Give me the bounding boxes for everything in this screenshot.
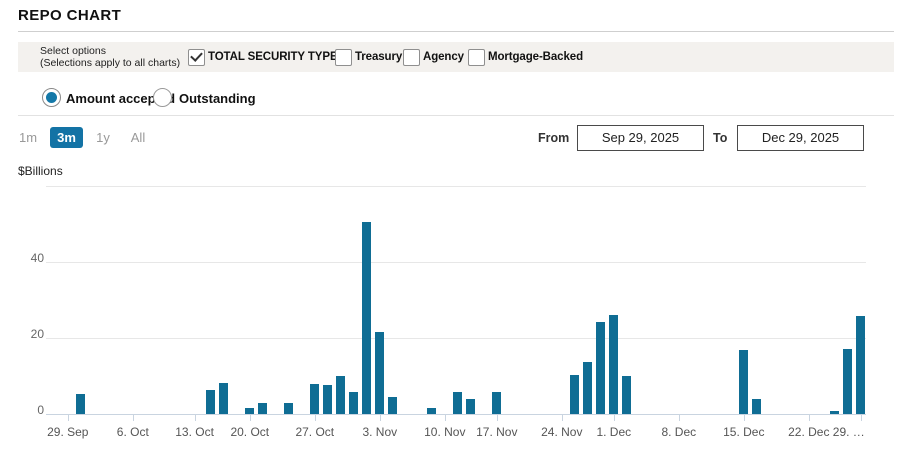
bar-dec-2[interactable] — [622, 376, 632, 414]
gridline-40 — [46, 262, 866, 263]
bar-nov-28[interactable] — [596, 322, 606, 414]
checkbox-agency[interactable] — [403, 49, 420, 66]
x-tick-17-nov — [496, 415, 498, 421]
x-axis-label-17-nov: 17. Nov — [476, 425, 518, 439]
y-axis-label-20: 20 — [30, 327, 44, 341]
x-axis-label-29-sep: 29. Sep — [47, 425, 89, 439]
x-tick-15-dec — [743, 415, 745, 421]
y-axis-units-label: $Billions — [18, 164, 63, 178]
bar-dec-26[interactable] — [843, 349, 853, 414]
bar-nov-17[interactable] — [492, 392, 502, 414]
to-date-input[interactable]: Dec 29, 2025 — [737, 125, 864, 151]
x-axis-label-1-dec: 1. Dec — [596, 425, 632, 439]
bar-dec-24[interactable] — [830, 411, 840, 414]
radio-label-outstanding[interactable]: Outstanding — [179, 91, 256, 106]
bar-dec-29[interactable] — [856, 316, 866, 414]
title-divider — [18, 31, 894, 32]
bar-oct-15[interactable] — [206, 390, 216, 414]
x-tick-22-dec — [808, 415, 810, 421]
bar-oct-29[interactable] — [336, 376, 346, 414]
radio-label-amount-accepted[interactable]: Amount accepted — [66, 91, 176, 106]
x-tick-27-oct — [314, 415, 316, 421]
checkbox-label-mortgage-backed[interactable]: Mortgage-Backed — [488, 51, 583, 63]
range-preset-1y[interactable]: 1y — [96, 130, 110, 145]
bar-dec-16[interactable] — [752, 399, 762, 414]
bar-oct-23[interactable] — [284, 403, 294, 414]
x-axis-label-29-: 29. … — [832, 425, 865, 439]
options-bar: Select options (Selections apply to all … — [18, 42, 894, 72]
x-axis-label-27-oct: 27. Oct — [295, 425, 335, 439]
x-tick-20-oct — [249, 415, 251, 421]
bar-oct-16[interactable] — [219, 383, 229, 414]
x-tick-10-nov — [444, 415, 446, 421]
bar-oct-21[interactable] — [258, 403, 268, 414]
gridline-20 — [46, 338, 866, 339]
x-axis-label-24-nov: 24. Nov — [541, 425, 583, 439]
bar-oct-27[interactable] — [310, 384, 320, 414]
select-options-label: Select options (Selections apply to all … — [40, 45, 181, 69]
from-label: From — [538, 131, 570, 145]
x-tick-13-oct — [194, 415, 196, 421]
bar-nov-25[interactable] — [570, 375, 580, 414]
checkbox-label-agency[interactable]: Agency — [423, 51, 464, 63]
x-tick-1-dec — [613, 415, 615, 421]
checkbox-treasury[interactable] — [335, 49, 352, 66]
x-tick-24-nov — [561, 415, 563, 421]
x-tick-29- — [860, 415, 862, 421]
bar-oct-31[interactable] — [362, 222, 372, 414]
y-axis-label-40: 40 — [30, 251, 44, 265]
x-axis-line — [46, 414, 866, 415]
to-label: To — [713, 131, 728, 145]
section-divider — [18, 115, 894, 116]
x-axis-label-22-dec: 22. Dec — [788, 425, 830, 439]
page-title: REPO CHART — [18, 7, 122, 24]
x-axis-label-8-dec: 8. Dec — [661, 425, 697, 439]
bar-nov-4[interactable] — [388, 397, 398, 414]
x-tick-6-oct — [132, 415, 134, 421]
x-axis-label-20-oct: 20. Oct — [230, 425, 270, 439]
x-axis-label-15-dec: 15. Dec — [723, 425, 765, 439]
checkbox-label-treasury[interactable]: Treasury — [355, 51, 403, 63]
range-preset-3m[interactable]: 3m — [50, 127, 83, 148]
check-icon — [190, 49, 203, 62]
bar-oct-28[interactable] — [323, 385, 333, 414]
checkbox-mortgage-backed[interactable] — [468, 49, 485, 66]
range-preset-1m[interactable]: 1m — [18, 130, 38, 145]
bar-nov-12[interactable] — [453, 392, 463, 414]
bar-dec-1[interactable] — [609, 315, 619, 414]
bar-dec-15[interactable] — [739, 350, 749, 414]
x-axis-label-13-oct: 13. Oct — [175, 425, 214, 439]
bar-nov-26[interactable] — [583, 362, 593, 414]
radio-outstanding[interactable] — [153, 88, 172, 107]
range-preset-all[interactable]: All — [130, 130, 146, 145]
x-axis-label-6-oct: 6. Oct — [116, 425, 149, 439]
gridline-60 — [46, 186, 866, 187]
x-tick-8-dec — [678, 415, 680, 421]
y-axis-label-0: 0 — [37, 403, 44, 417]
bar-oct-20[interactable] — [245, 408, 255, 414]
bar-nov-7[interactable] — [427, 408, 437, 414]
repo-bar-chart: 40 20 0 29. Sep 6. Oct 13. Oct 20. Oct 27. Oct 3… — [0, 183, 912, 448]
bar-sep-30[interactable] — [76, 394, 86, 414]
checkbox-total-security-types[interactable] — [188, 49, 205, 66]
checkbox-label-total-security-types[interactable]: TOTAL SECURITY TYPES — [208, 51, 346, 63]
x-tick-3-nov — [379, 415, 381, 421]
bar-nov-3[interactable] — [375, 332, 385, 414]
bar-nov-13[interactable] — [466, 399, 476, 414]
x-axis-label-3-nov: 3. Nov — [362, 425, 398, 439]
from-date-input[interactable]: Sep 29, 2025 — [577, 125, 704, 151]
radio-amount-accepted[interactable] — [42, 88, 61, 107]
radio-dot-icon — [46, 92, 57, 103]
x-tick-29-sep — [67, 415, 69, 421]
bar-oct-30[interactable] — [349, 392, 359, 414]
x-axis-label-10-nov: 10. Nov — [424, 425, 466, 439]
